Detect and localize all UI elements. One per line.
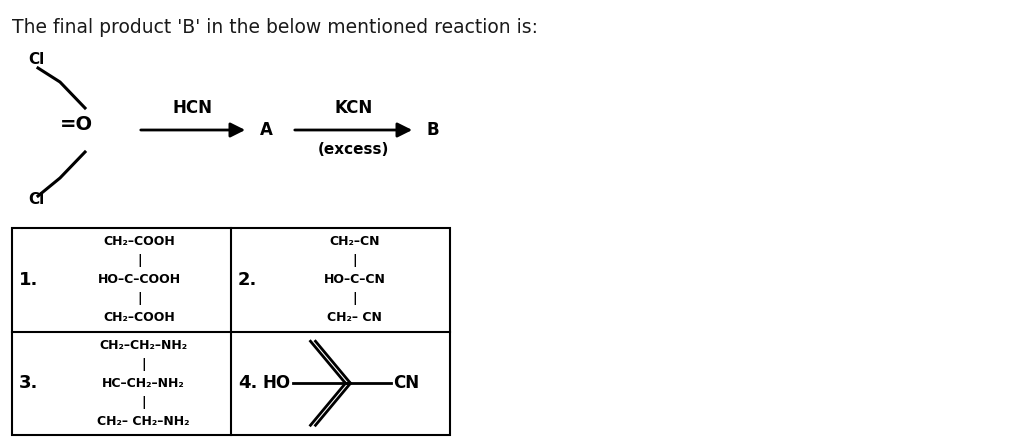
Text: KCN: KCN: [335, 99, 373, 117]
Text: |: |: [137, 254, 141, 267]
Text: Cl: Cl: [28, 192, 44, 207]
Text: The final product 'B' in the below mentioned reaction is:: The final product 'B' in the below menti…: [12, 18, 538, 37]
Text: A: A: [260, 121, 272, 139]
Text: CH₂–COOH: CH₂–COOH: [103, 235, 175, 248]
Text: |: |: [352, 254, 356, 267]
Text: B: B: [427, 121, 439, 139]
Text: 3.: 3.: [19, 374, 38, 392]
Text: Cl: Cl: [28, 52, 44, 67]
Text: CH₂–COOH: CH₂–COOH: [103, 311, 175, 324]
Text: |: |: [141, 396, 145, 409]
Text: HO: HO: [262, 374, 291, 392]
Text: |: |: [137, 292, 141, 305]
Text: |: |: [141, 358, 145, 371]
Text: 4.: 4.: [238, 374, 257, 392]
Text: =O: =O: [60, 114, 93, 133]
Text: (excess): (excess): [317, 142, 389, 157]
Text: HO–C–COOH: HO–C–COOH: [98, 273, 181, 286]
Bar: [12, 228, 450, 435]
Text: CH₂–CN: CH₂–CN: [330, 235, 380, 248]
Text: |: |: [352, 292, 356, 305]
Text: HC–CH₂–NH₂: HC–CH₂–NH₂: [102, 377, 185, 390]
Text: 1.: 1.: [19, 271, 38, 289]
Text: 2.: 2.: [238, 271, 257, 289]
Text: CH₂– CH₂–NH₂: CH₂– CH₂–NH₂: [97, 415, 189, 428]
Text: CN: CN: [393, 374, 420, 392]
Text: CH₂– CN: CH₂– CN: [327, 311, 382, 324]
Text: HO–C–CN: HO–C–CN: [324, 273, 385, 286]
Text: HCN: HCN: [173, 99, 213, 117]
Text: CH₂–CH₂–NH₂: CH₂–CH₂–NH₂: [99, 339, 187, 352]
